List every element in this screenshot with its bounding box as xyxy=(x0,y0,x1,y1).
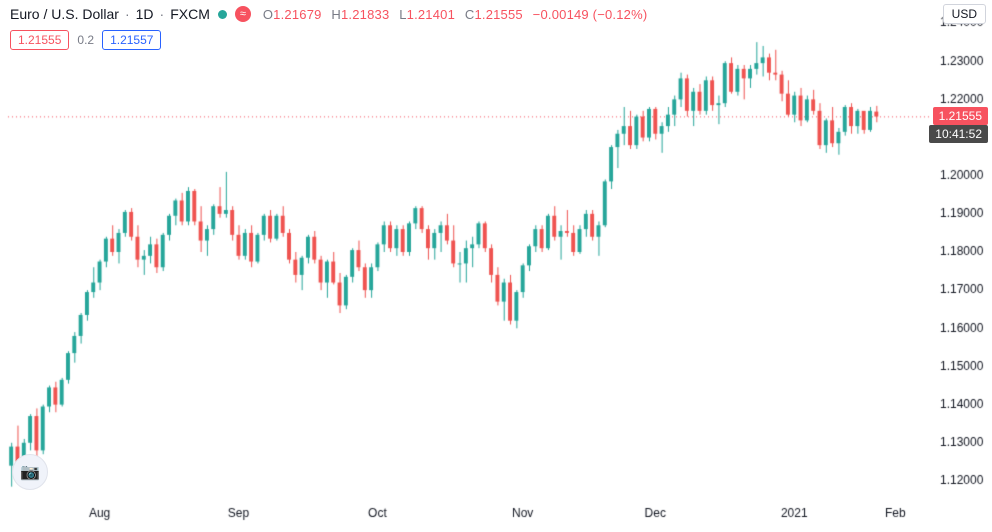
symbol-name: Euro / U.S. Dollar xyxy=(10,6,119,22)
chart-container: Euro / U.S. Dollar · 1D · FXCM ≈ O1.2167… xyxy=(0,0,992,532)
last-price-pill[interactable]: 1.21555 xyxy=(10,30,69,50)
camera-icon: 📷 xyxy=(20,462,40,482)
symbol-header[interactable]: Euro / U.S. Dollar · 1D · FXCM ≈ O1.2167… xyxy=(10,6,647,22)
price-line-tag: 1.21555 xyxy=(933,107,988,125)
ohlc-readout: O1.21679 H1.21833 L1.21401 C1.21555 −0.0… xyxy=(257,7,648,22)
price-pills-row: 1.21555 0.2 1.21557 xyxy=(10,30,161,50)
countdown-tag: 10:41:52 xyxy=(929,125,988,143)
snapshot-button[interactable]: 📷 xyxy=(12,454,48,490)
interval-label: 1D xyxy=(136,6,154,22)
currency-pill[interactable]: USD xyxy=(943,4,986,24)
candlestick-canvas[interactable] xyxy=(0,0,992,532)
data-mode-icon: ≈ xyxy=(235,6,251,22)
source-label: FXCM xyxy=(170,6,210,22)
spread-label: 0.2 xyxy=(77,33,94,47)
separator-dot: · xyxy=(125,6,130,22)
bid-price-pill[interactable]: 1.21557 xyxy=(102,30,161,50)
market-status-icon xyxy=(218,10,227,19)
separator-dot: · xyxy=(160,6,165,22)
